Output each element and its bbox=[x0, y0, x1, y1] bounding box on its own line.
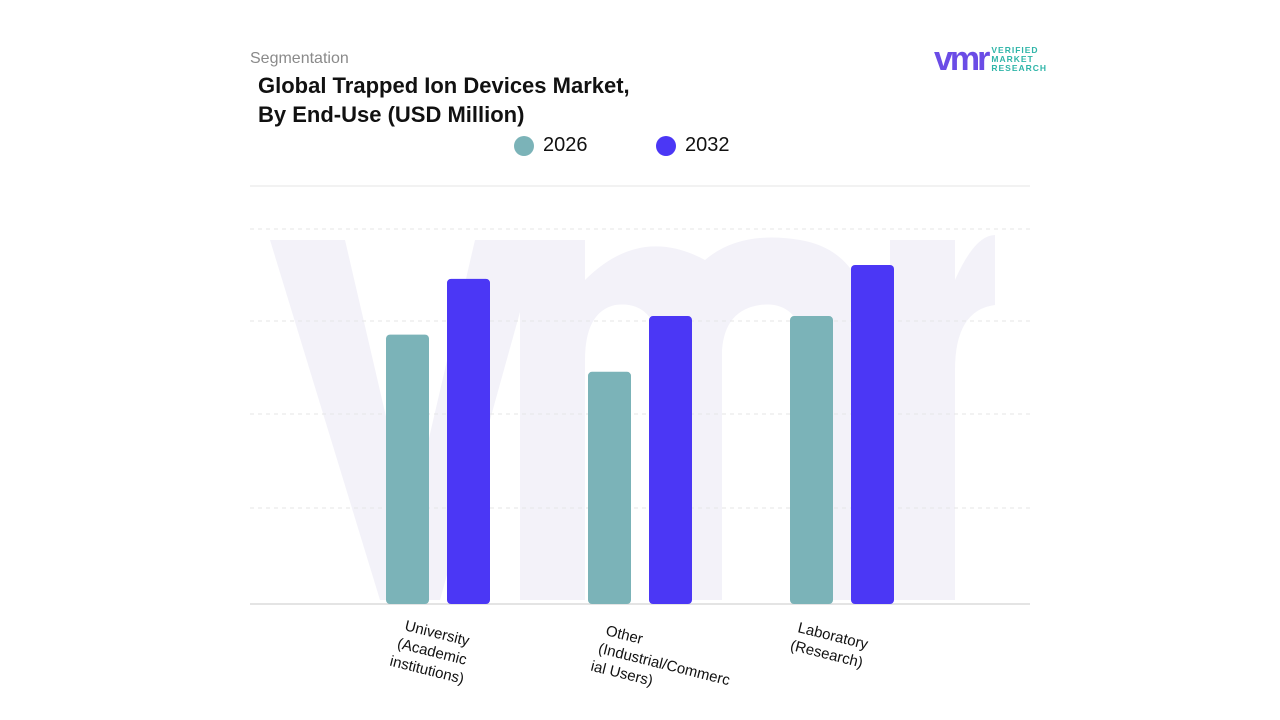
chart-title: Global Trapped Ion Devices Market, By En… bbox=[258, 71, 630, 129]
chart-title-line2: By End-Use (USD Million) bbox=[258, 102, 525, 127]
chart-title-line1: Global Trapped Ion Devices Market, bbox=[258, 73, 630, 98]
legend-swatch-2032 bbox=[656, 135, 676, 156]
x-tick-label-0: University(Academicinstitutions) bbox=[388, 616, 475, 688]
bar-2032-0 bbox=[447, 278, 490, 604]
bar-2032-1 bbox=[649, 316, 692, 604]
logo-text: VERIFIED MARKET RESEARCH bbox=[991, 44, 1048, 73]
legend-item-2026: 2026 bbox=[514, 134, 588, 157]
bars-layer bbox=[386, 264, 894, 604]
bar-2026-1 bbox=[588, 371, 631, 604]
logo-text-line1: VERIFIED bbox=[991, 44, 1039, 55]
logo-text-line2: MARKET bbox=[991, 53, 1034, 64]
x-tick-label-1: Other(Industrial/Commercial Users) bbox=[589, 621, 737, 708]
logo-mark: vmr bbox=[934, 40, 990, 78]
x-tick-labels: University(Academicinstitutions) Other(In… bbox=[388, 616, 871, 708]
bar-2032-2 bbox=[851, 264, 894, 604]
bar-2026-2 bbox=[790, 316, 833, 604]
legend-label-2032: 2032 bbox=[685, 134, 730, 156]
segment-label: Segmentation bbox=[250, 50, 349, 67]
bar-2026-0 bbox=[386, 334, 429, 604]
legend-item-2032: 2032 bbox=[656, 134, 730, 157]
vmr-logo: vmr VERIFIED MARKET RESEARCH bbox=[934, 40, 1048, 78]
grid-lines bbox=[250, 185, 1030, 605]
logo-text-line3: RESEARCH bbox=[991, 62, 1048, 73]
legend-swatch-2026 bbox=[514, 135, 534, 156]
legend-label-2026: 2026 bbox=[543, 134, 588, 156]
chart-legend: 2026 2032 bbox=[0, 134, 1280, 164]
x-tick-label-2: Laboratory(Research) bbox=[789, 619, 871, 672]
